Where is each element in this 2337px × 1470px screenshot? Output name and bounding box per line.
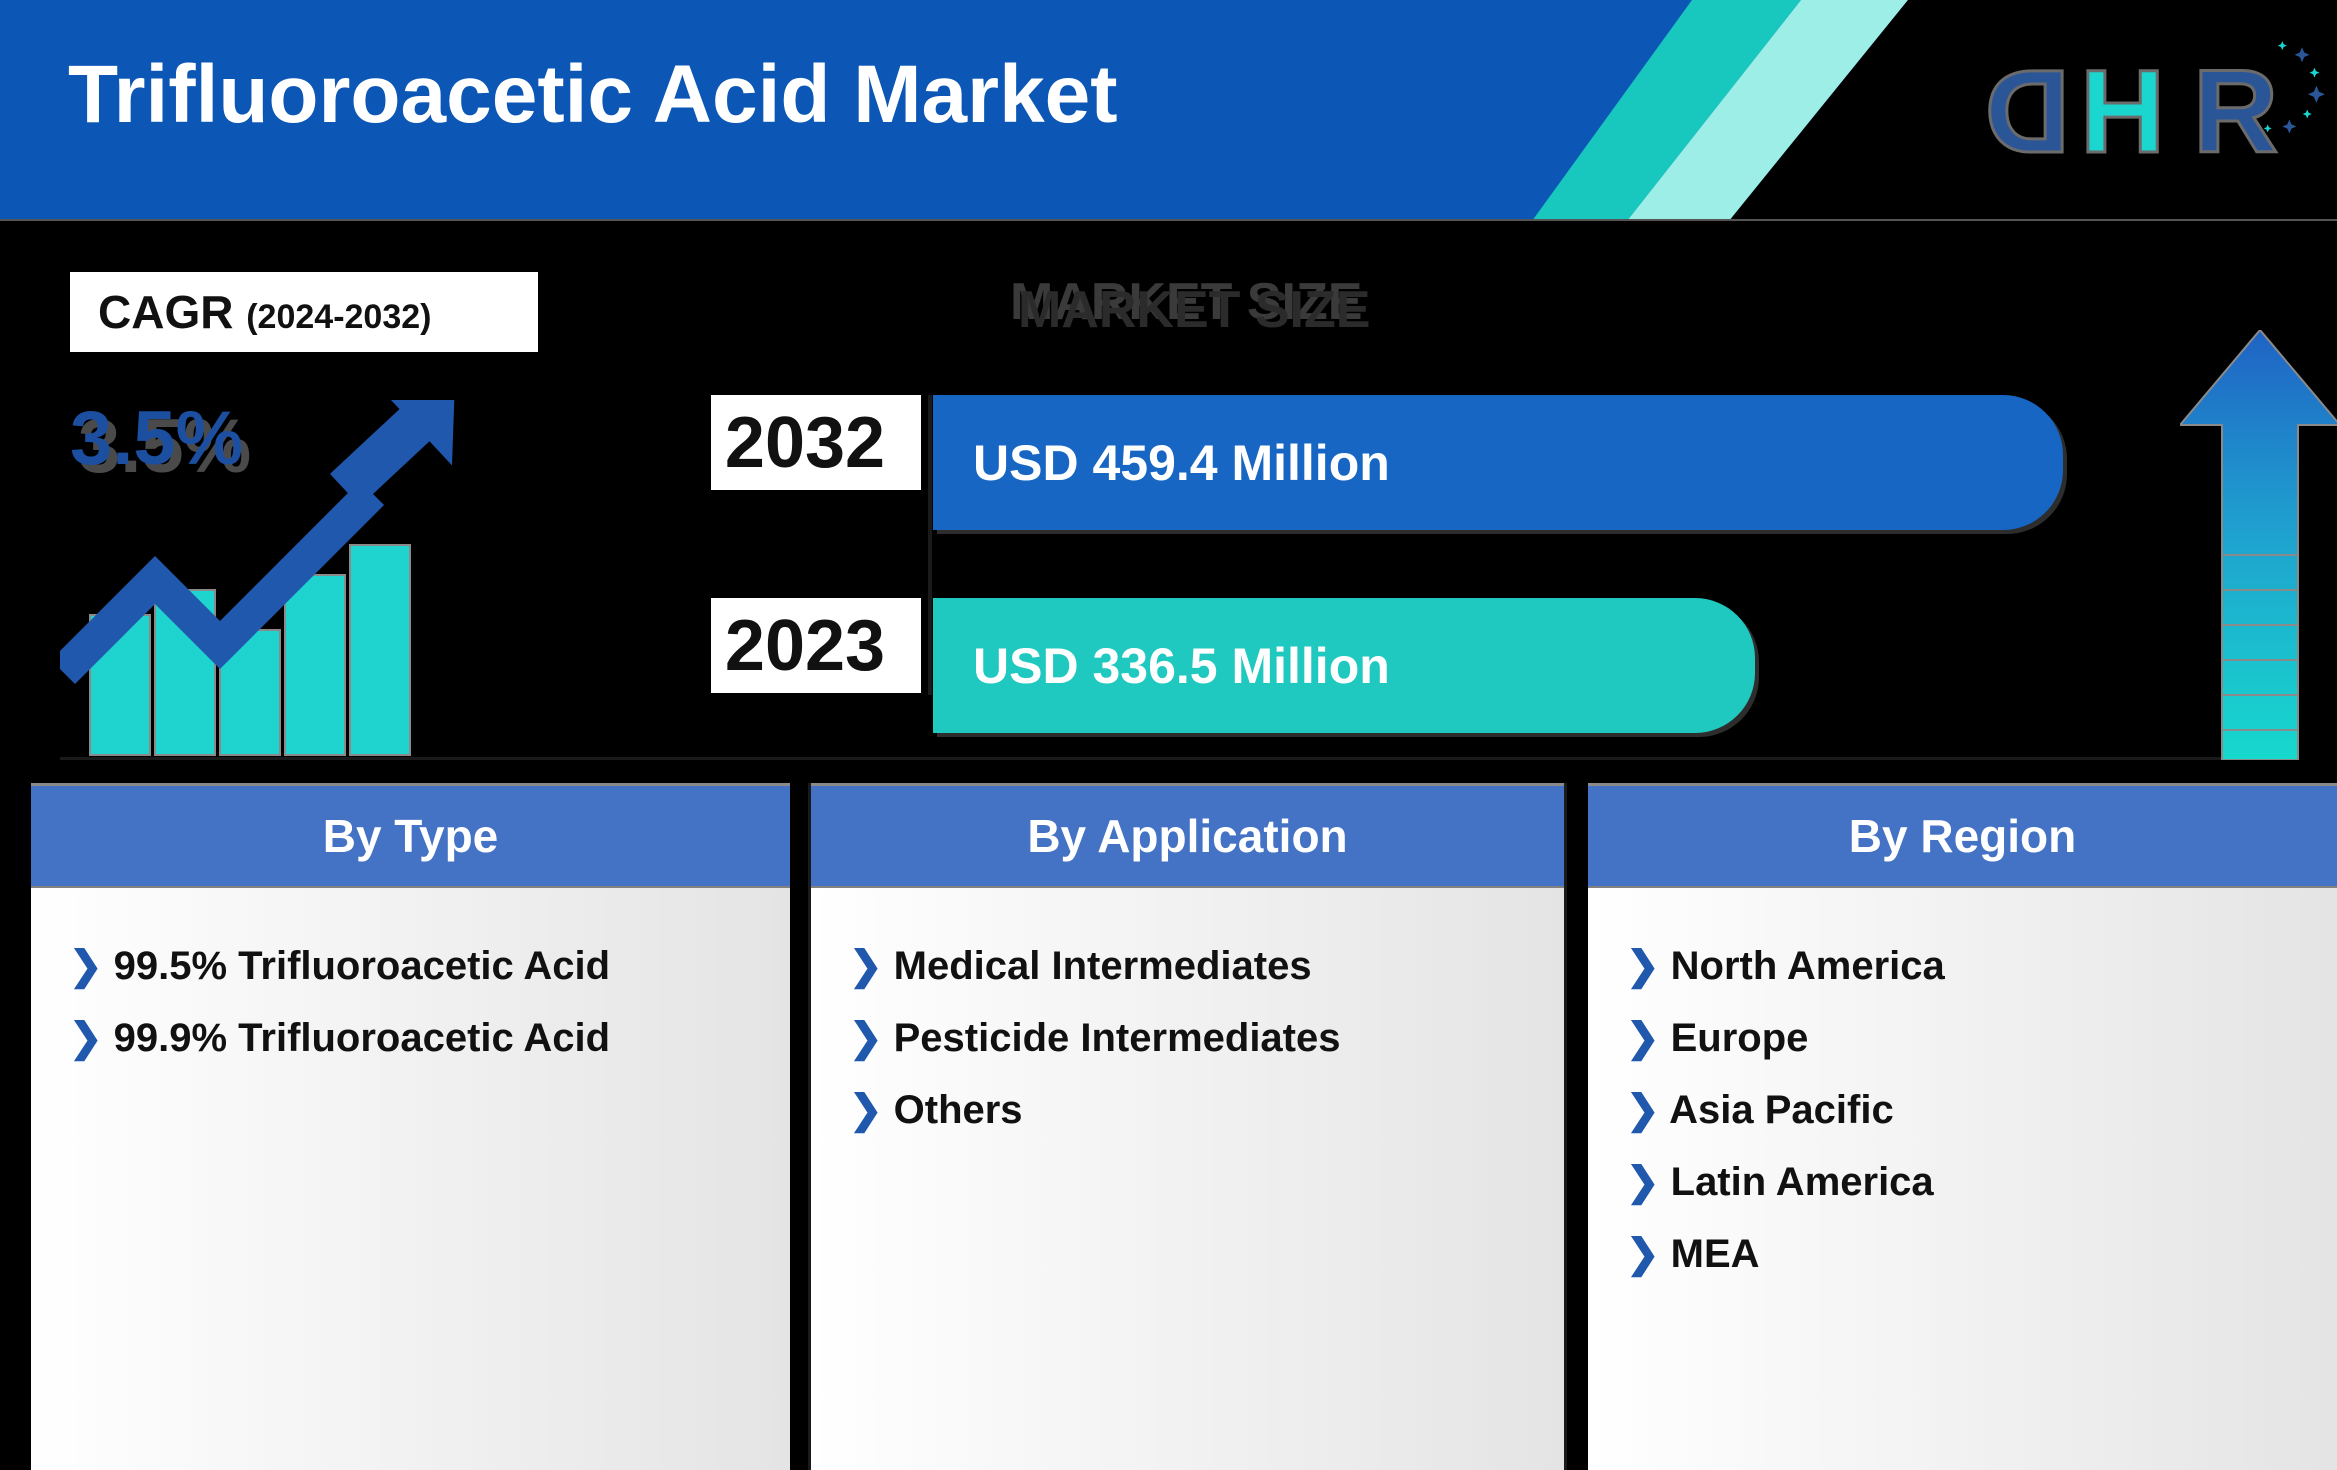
svg-text:D: D: [1985, 46, 2070, 178]
svg-text:R: R: [2193, 46, 2278, 178]
svg-text:H: H: [2080, 46, 2165, 178]
